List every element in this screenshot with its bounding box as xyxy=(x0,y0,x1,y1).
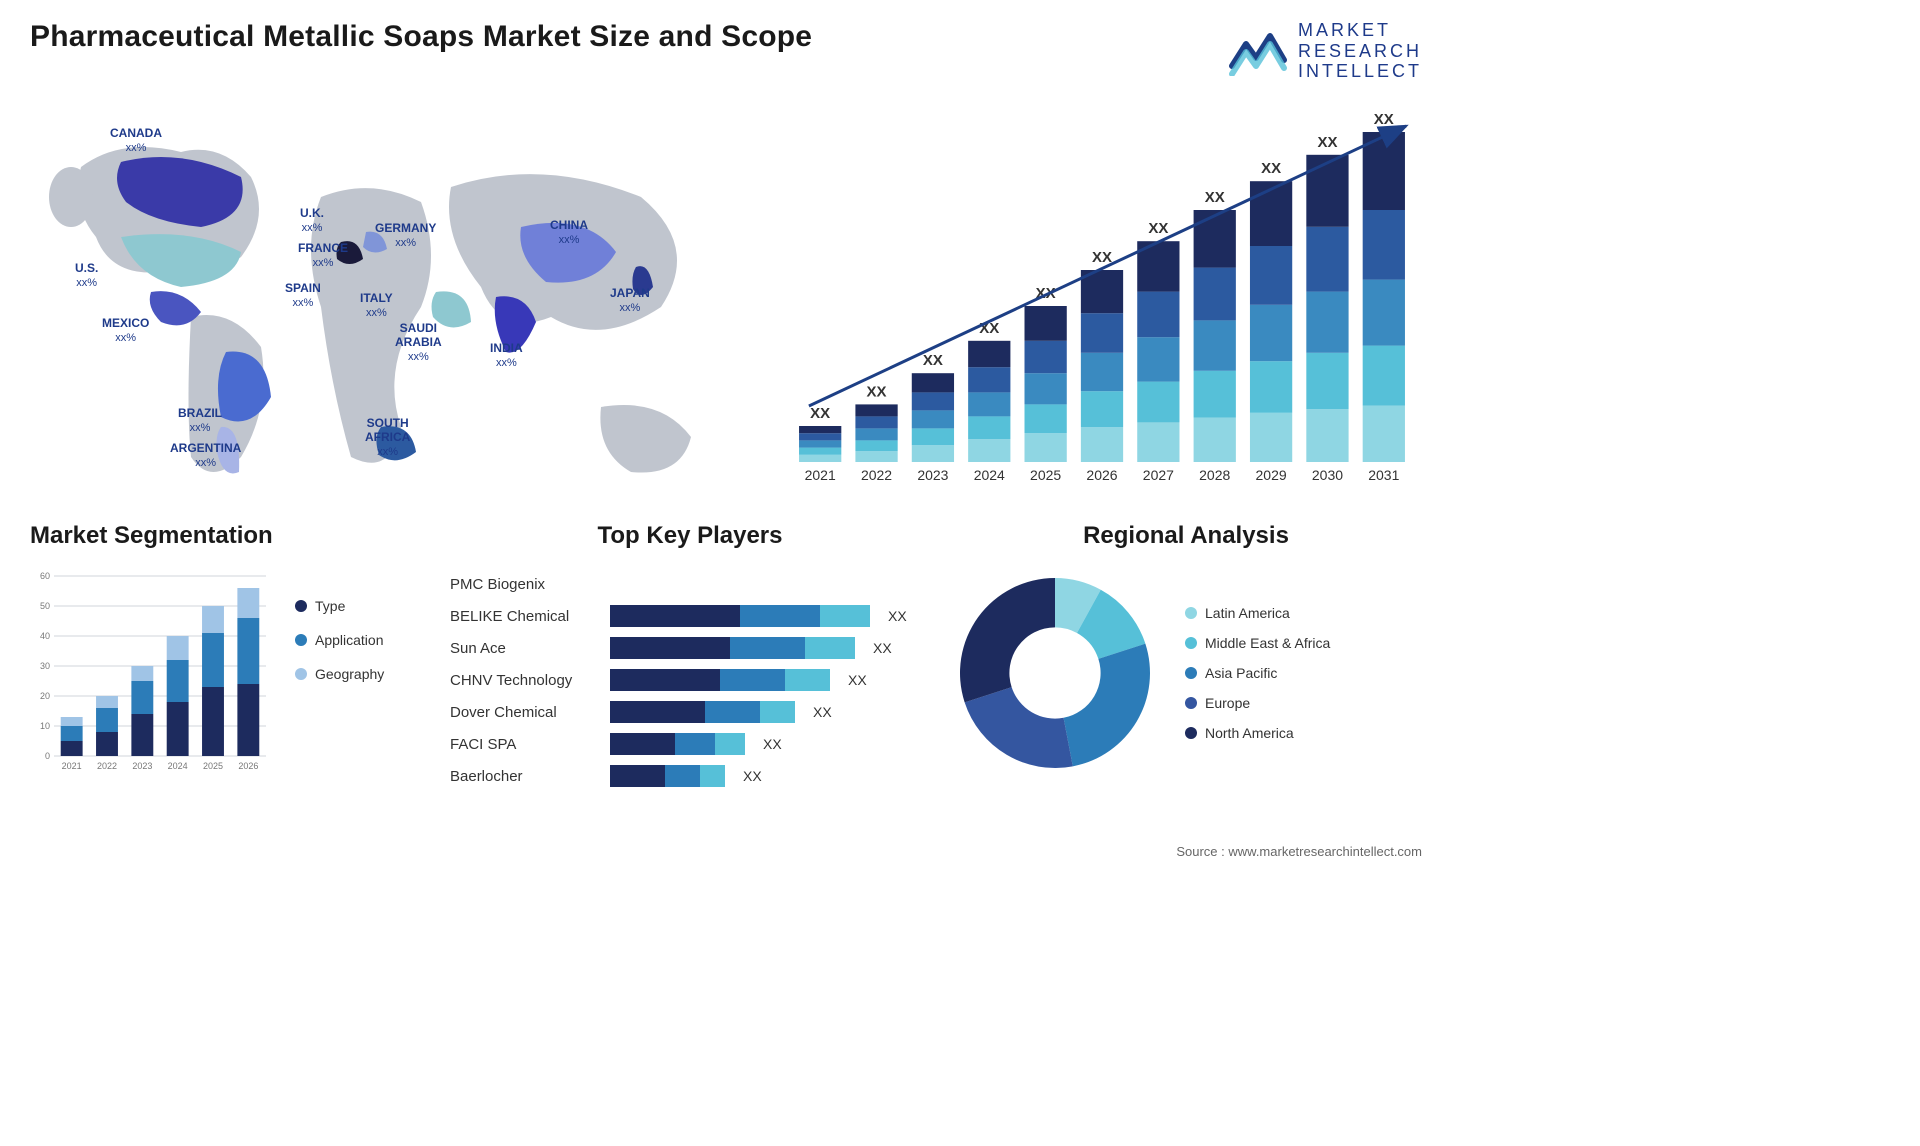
key-players-title: Top Key Players xyxy=(450,522,930,550)
svg-text:2024: 2024 xyxy=(974,467,1005,483)
svg-text:2030: 2030 xyxy=(1312,467,1343,483)
logo-line3: INTELLECT xyxy=(1298,61,1422,82)
svg-text:40: 40 xyxy=(40,631,50,641)
ra-legend-europe: Europe xyxy=(1185,695,1330,711)
svg-text:2021: 2021 xyxy=(62,761,82,771)
kp-row-chnvtechnology: CHNV TechnologyXX xyxy=(450,664,930,696)
ra-legend-northamerica: North America xyxy=(1185,725,1330,741)
map-label-argentina: ARGENTINAxx% xyxy=(170,442,241,470)
map-label-italy: ITALYxx% xyxy=(360,292,393,320)
svg-text:XX: XX xyxy=(1261,160,1281,177)
kp-row-baerlocher: BaerlocherXX xyxy=(450,760,930,792)
svg-text:20: 20 xyxy=(40,691,50,701)
svg-text:2025: 2025 xyxy=(1030,467,1061,483)
page-title: Pharmaceutical Metallic Soaps Market Siz… xyxy=(30,20,812,54)
map-highlight-brazil xyxy=(218,352,271,422)
svg-text:2025: 2025 xyxy=(203,761,223,771)
svg-text:2026: 2026 xyxy=(1086,467,1117,483)
svg-text:XX: XX xyxy=(810,405,830,422)
page-header: Pharmaceutical Metallic Soaps Market Siz… xyxy=(30,20,1422,82)
ra-legend-middleeastafrica: Middle East & Africa xyxy=(1185,635,1330,651)
ra-legend-latinamerica: Latin America xyxy=(1185,605,1330,621)
svg-text:2026: 2026 xyxy=(238,761,258,771)
logo-line2: RESEARCH xyxy=(1298,41,1422,62)
seg-legend-geography: Geography xyxy=(295,666,384,682)
svg-text:2022: 2022 xyxy=(861,467,892,483)
svg-text:2029: 2029 xyxy=(1256,467,1287,483)
ra-legend-asiapacific: Asia Pacific xyxy=(1185,665,1330,681)
svg-text:30: 30 xyxy=(40,661,50,671)
kp-row-facispa: FACI SPAXX xyxy=(450,728,930,760)
svg-text:2027: 2027 xyxy=(1143,467,1174,483)
segmentation-title: Market Segmentation xyxy=(30,522,430,550)
svg-text:50: 50 xyxy=(40,601,50,611)
svg-text:XX: XX xyxy=(867,383,887,400)
map-label-saudiarabia: SAUDIARABIAxx% xyxy=(395,322,442,363)
kp-row-doverchemical: Dover ChemicalXX xyxy=(450,696,930,728)
regional-title: Regional Analysis xyxy=(950,522,1422,550)
map-label-spain: SPAINxx% xyxy=(285,282,321,310)
svg-text:2022: 2022 xyxy=(97,761,117,771)
regional-donut-svg xyxy=(950,568,1160,778)
segmentation-chart: 0 10 20 30 40 50 60 2021 2022 2023 2024 2025 2026 xyxy=(30,568,270,778)
segmentation-svg: 0 10 20 30 40 50 60 2021 2022 2023 2024 2025 2026 xyxy=(30,568,270,778)
regional-panel: Regional Analysis Latin America Middle Ea… xyxy=(950,522,1422,792)
map-label-india: INDIAxx% xyxy=(490,342,523,370)
key-players-panel: Top Key Players PMC BiogenixBELIKE Chemi… xyxy=(450,522,930,792)
svg-text:10: 10 xyxy=(40,721,50,731)
svg-text:XX: XX xyxy=(923,352,943,369)
kp-row-pmcbiogenix: PMC Biogenix xyxy=(450,568,930,600)
map-label-brazil: BRAZILxx% xyxy=(178,407,222,435)
svg-text:XX: XX xyxy=(1092,249,1112,266)
map-label-mexico: MEXICOxx% xyxy=(102,317,149,345)
svg-text:XX: XX xyxy=(1148,220,1168,237)
svg-text:0: 0 xyxy=(45,751,50,761)
logo-mark-icon xyxy=(1228,26,1288,76)
svg-text:XX: XX xyxy=(1317,134,1337,151)
svg-text:60: 60 xyxy=(40,571,50,581)
key-players-list: PMC BiogenixBELIKE ChemicalXXSun AceXXCH… xyxy=(450,568,930,792)
brand-logo: MARKET RESEARCH INTELLECT xyxy=(1228,20,1422,82)
trend-svg: XX 2021 XX 2022 XX 2023 XX 2024 XX 2025 XX 2026 XX 20… xyxy=(782,107,1422,497)
kp-row-belikechemical: BELIKE ChemicalXX xyxy=(450,600,930,632)
svg-text:2031: 2031 xyxy=(1368,467,1399,483)
map-label-southafrica: SOUTHAFRICAxx% xyxy=(365,417,410,458)
svg-text:2023: 2023 xyxy=(917,467,948,483)
source-label: Source : www.marketresearchintellect.com xyxy=(1176,844,1422,859)
svg-text:XX: XX xyxy=(1374,111,1394,128)
svg-text:2024: 2024 xyxy=(168,761,188,771)
svg-text:2023: 2023 xyxy=(132,761,152,771)
world-map-panel: CANADAxx% U.S.xx% MEXICOxx% BRAZILxx% ARGENT… xyxy=(30,107,752,497)
svg-text:2028: 2028 xyxy=(1199,467,1230,483)
map-label-us: U.S.xx% xyxy=(75,262,98,290)
map-label-france: FRANCExx% xyxy=(298,242,348,270)
kp-row-sunace: Sun AceXX xyxy=(450,632,930,664)
seg-legend-type: Type xyxy=(295,598,384,614)
segmentation-panel: Market Segmentation 0 10 20 30 40 50 60 2021 202… xyxy=(30,522,430,792)
svg-text:2021: 2021 xyxy=(805,467,836,483)
map-label-canada: CANADAxx% xyxy=(110,127,162,155)
map-label-china: CHINAxx% xyxy=(550,219,588,247)
map-label-japan: JAPANxx% xyxy=(610,287,650,315)
map-label-germany: GERMANYxx% xyxy=(375,222,436,250)
trend-chart: XX 2021 XX 2022 XX 2023 XX 2024 XX 2025 XX 2026 XX 20… xyxy=(782,107,1422,497)
logo-text: MARKET RESEARCH INTELLECT xyxy=(1298,20,1422,82)
regional-legend: Latin America Middle East & Africa Asia Pa… xyxy=(1185,605,1330,741)
seg-legend-application: Application xyxy=(295,632,384,648)
segmentation-legend: Type Application Geography xyxy=(295,598,384,682)
map-label-uk: U.K.xx% xyxy=(300,207,324,235)
logo-line1: MARKET xyxy=(1298,20,1422,41)
svg-text:XX: XX xyxy=(1205,189,1225,206)
